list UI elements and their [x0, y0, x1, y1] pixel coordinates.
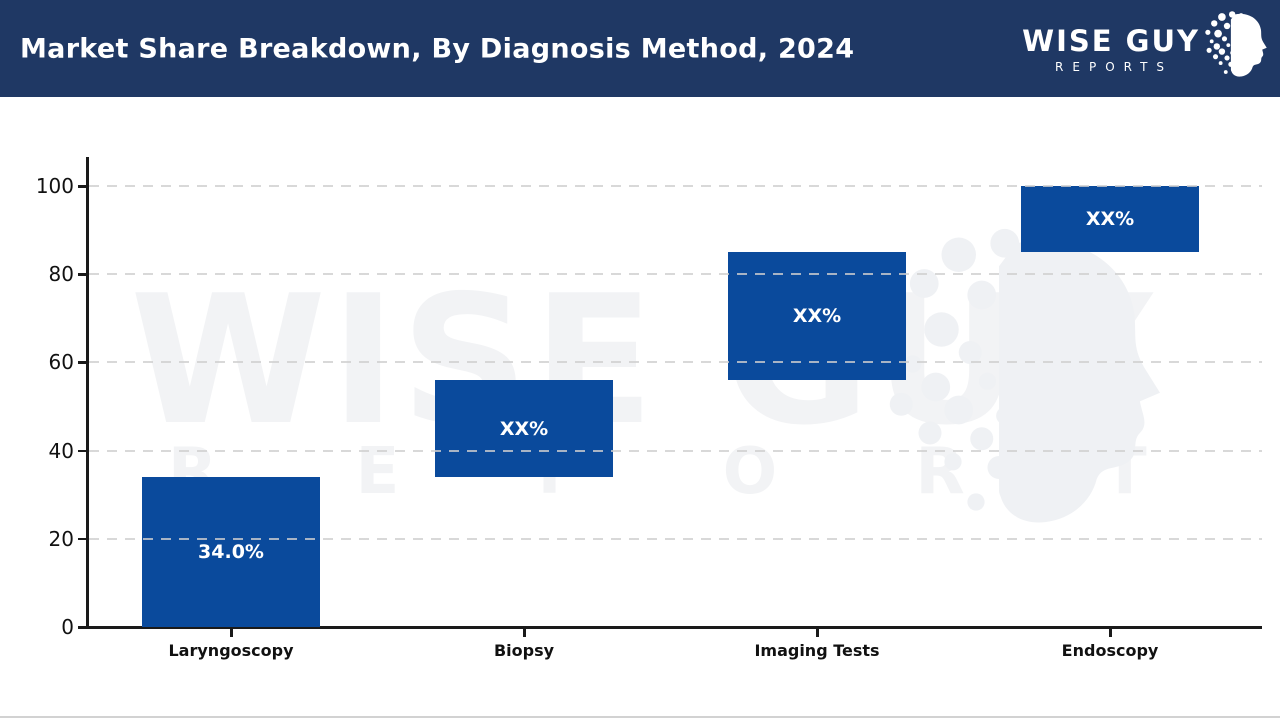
- y-tick-mark-60: [78, 361, 86, 364]
- logo-subtitle: REPORTS: [1055, 60, 1174, 74]
- x-tick-mark-3: [816, 629, 819, 637]
- x-tick-label-imaging-tests: Imaging Tests: [754, 641, 880, 660]
- y-tick-mark-20: [78, 537, 86, 541]
- gridline-80: [89, 273, 1262, 276]
- x-tick-mark-2: [523, 629, 526, 637]
- bar-value-label: XX%: [1085, 208, 1135, 231]
- y-tick-label-60: 60: [48, 350, 74, 375]
- wiseguy-logo: WISE GUY REPORTS: [1022, 8, 1268, 90]
- wiseguy-logo-text: WISE GUY REPORTS: [1022, 24, 1200, 74]
- y-tick-mark-80: [78, 273, 86, 276]
- x-tick-label-endoscopy: Endoscopy: [1061, 641, 1159, 660]
- gridline-20: [89, 537, 1262, 540]
- gridline-40: [89, 449, 1262, 452]
- bar-biopsy: XX%: [435, 380, 613, 478]
- bar-value-label: XX%: [792, 305, 842, 328]
- bar-value-label: XX%: [499, 417, 549, 440]
- y-tick-mark-40: [78, 449, 86, 453]
- y-axis-line: [86, 157, 89, 628]
- bar-value-label: 34.0%: [198, 541, 264, 564]
- header-band: Market Share Breakdown, By Diagnosis Met…: [0, 0, 1280, 97]
- y-tick-mark-0: [78, 626, 86, 629]
- x-tick-label-biopsy: Biopsy: [493, 641, 555, 660]
- x-tick-mark-4: [1109, 629, 1112, 637]
- gridline-100: [89, 185, 1262, 187]
- x-tick-label-laryngoscopy: Laryngoscopy: [168, 641, 294, 660]
- x-tick-mark-1: [230, 629, 233, 637]
- y-tick-label-20: 20: [48, 526, 74, 551]
- footer-divider: [0, 716, 1280, 718]
- y-tick-mark-100: [78, 185, 86, 188]
- logo-wordmark: WISE GUY: [1022, 24, 1200, 58]
- gridline-60: [89, 361, 1262, 364]
- y-tick-label-100: 100: [35, 174, 74, 198]
- x-axis-line: [86, 626, 1262, 629]
- y-tick-label-0: 0: [61, 615, 74, 639]
- y-tick-label-40: 40: [48, 438, 74, 463]
- page-title: Market Share Breakdown, By Diagnosis Met…: [20, 33, 855, 64]
- bar-endoscopy: XX%: [1021, 186, 1199, 253]
- bar-laryngoscopy: 34.0%: [142, 477, 320, 627]
- wiseguy-face-icon: [1205, 11, 1267, 77]
- y-tick-label-80: 80: [48, 262, 74, 287]
